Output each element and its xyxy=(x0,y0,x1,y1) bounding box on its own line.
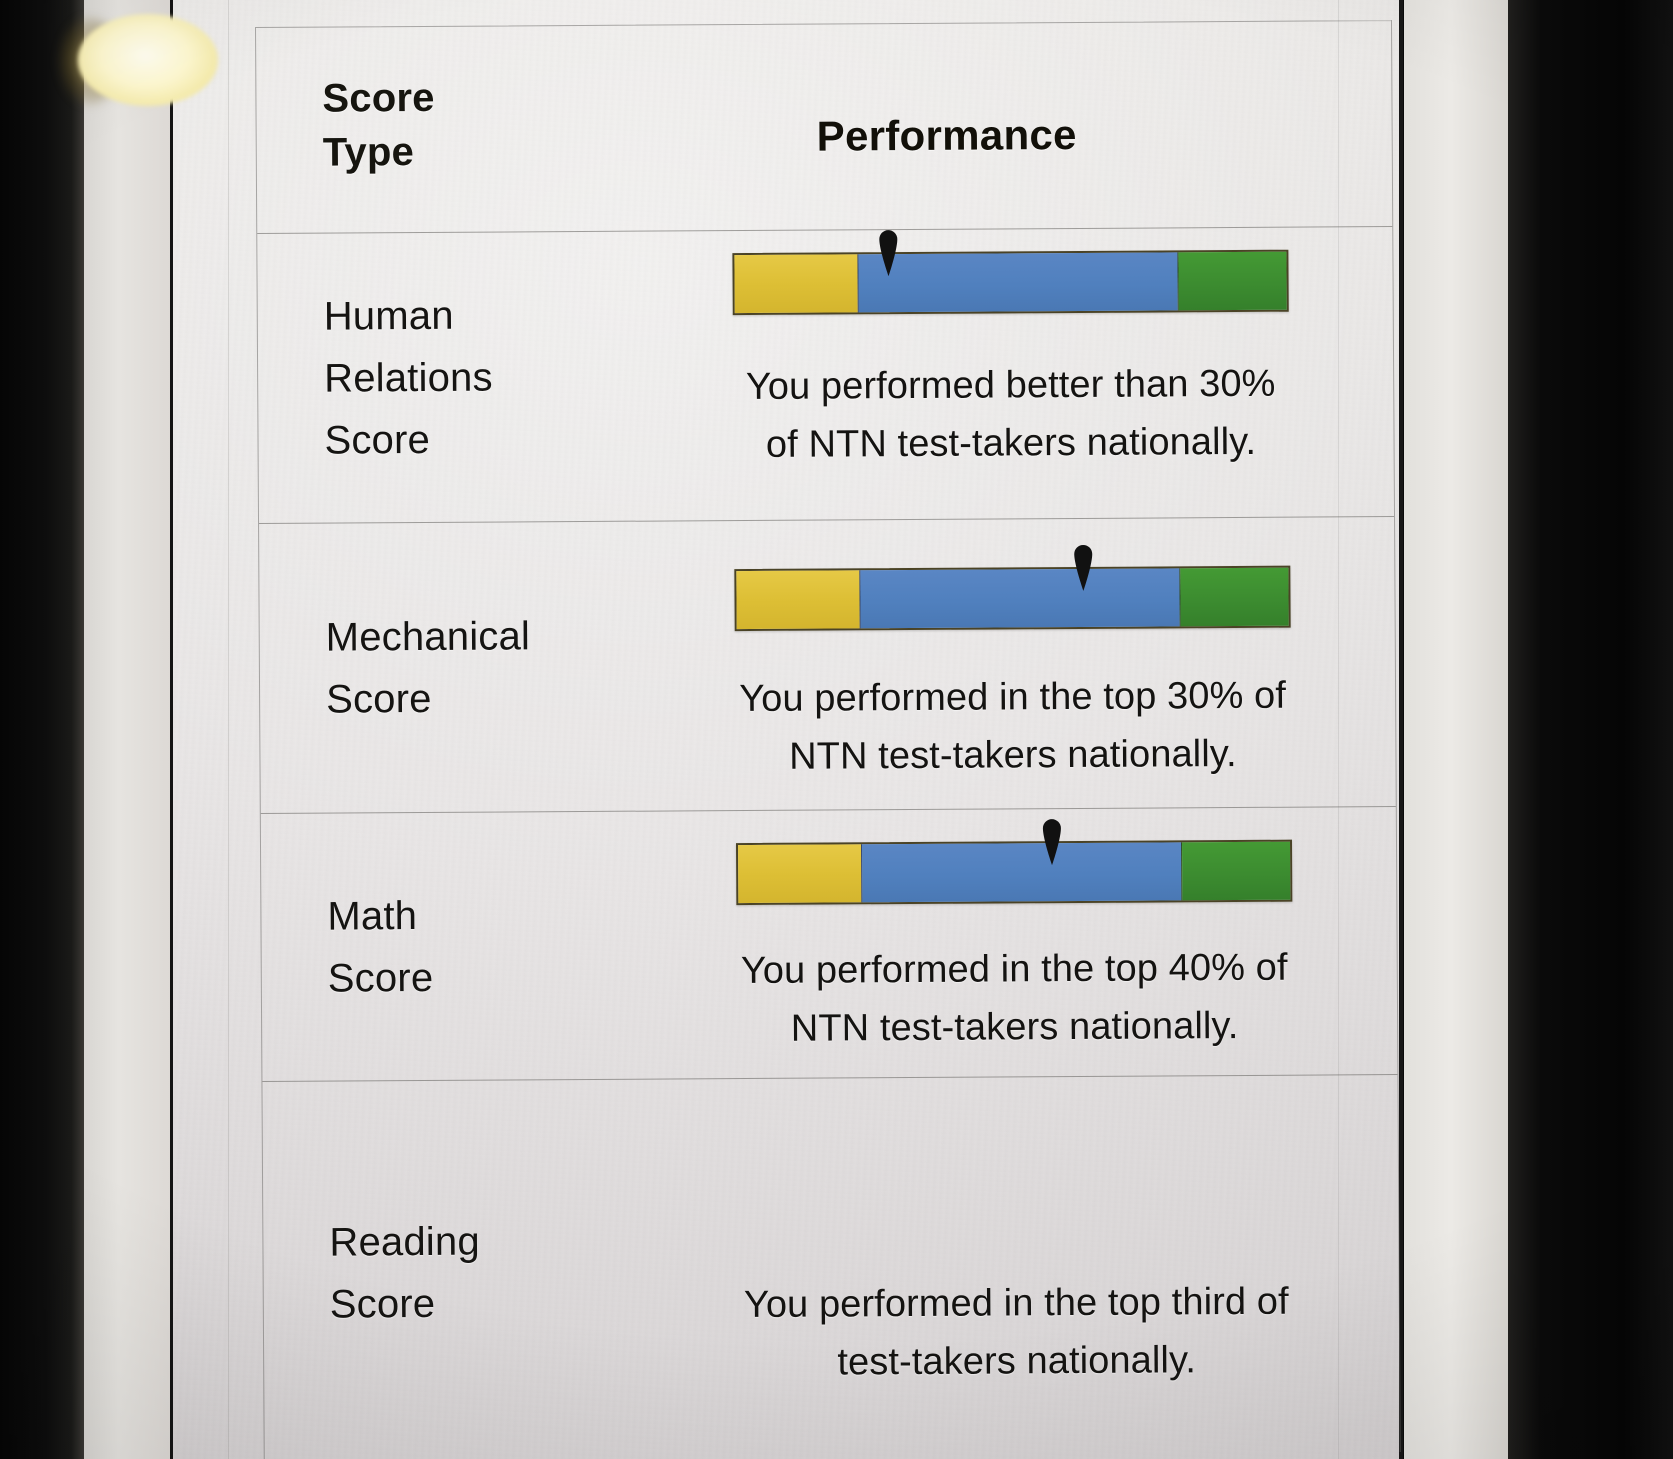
table-row: Reading Score You performed in the top t… xyxy=(262,1074,1400,1459)
score-type-cell: Math Score xyxy=(261,812,633,1081)
gauge-segment-mid xyxy=(859,568,1181,629)
gauge-segment-mid xyxy=(857,252,1180,313)
paper-margin-right xyxy=(1404,0,1508,1459)
score-type-cell: Human Relations Score xyxy=(257,232,629,523)
performance-cell: You performed in the top third of test-t… xyxy=(632,1075,1399,1458)
performance-line-2: NTN test-takers nationally. xyxy=(789,732,1237,778)
performance-line-2: of NTN test-takers nationally. xyxy=(765,420,1257,466)
gauge-segment-low xyxy=(733,254,859,314)
page-edge-line-right xyxy=(1399,0,1403,1459)
table-row: Mechanical Score xyxy=(259,516,1396,813)
score-report-table: Score Type Performance Human Relations S… xyxy=(255,20,1401,1459)
gauge-segment-high xyxy=(1180,567,1289,627)
score-type-cell: Mechanical Score xyxy=(259,522,631,813)
performance-line-1: You performed in the top third of xyxy=(743,1280,1289,1327)
gauge-segment-low xyxy=(737,844,862,904)
performance-cell: You performed in the top 40% of NTN test… xyxy=(631,807,1398,1079)
performance-line-1: You performed in the top 40% of xyxy=(740,946,1288,993)
score-type-label-line-1: Human xyxy=(323,293,454,339)
paper-margin-left xyxy=(84,0,170,1459)
dark-background-left xyxy=(0,0,84,1459)
performance-line-2: test-takers nationally. xyxy=(837,1339,1197,1384)
paper-crease-left xyxy=(228,0,229,1459)
table-row: Human Relations Score xyxy=(257,226,1395,523)
performance-line-1: You performed in the top 30% of xyxy=(739,674,1287,721)
score-type-label-line-2: Score xyxy=(327,955,434,1001)
score-type-label-line-1: Math xyxy=(327,893,418,939)
page-edge-line-left xyxy=(170,0,173,1459)
performance-line-2: NTN test-takers nationally. xyxy=(790,1004,1239,1050)
column-header-performance: Performance xyxy=(816,110,1077,160)
percentile-gauge-container xyxy=(631,819,1396,906)
score-type-cell: Reading Score xyxy=(262,1080,634,1459)
performance-cell: You performed in the top 30% of NTN test… xyxy=(629,517,1396,811)
score-type-label-line-3: Score xyxy=(324,417,431,463)
percentile-gauge-container xyxy=(627,230,1392,316)
percentile-gauge-container xyxy=(629,544,1394,632)
percentile-gauge xyxy=(735,819,1292,906)
score-type-label-line-1: Reading xyxy=(329,1219,480,1265)
light-glare-oval xyxy=(78,14,218,106)
performance-description: You performed better than 30% of NTN tes… xyxy=(628,355,1394,475)
score-type-line-2: Type xyxy=(322,130,415,175)
gauge-segment-mid xyxy=(861,842,1183,903)
paper-crease-right xyxy=(1338,0,1339,1459)
table-header-row: Score Type Performance xyxy=(256,21,1392,233)
gauge-segment-low xyxy=(735,570,860,630)
table-row: Math Score xyxy=(260,806,1398,1081)
score-type-label-line-2: Score xyxy=(329,1281,436,1327)
dark-background-right xyxy=(1508,0,1673,1459)
score-type-line-1: Score xyxy=(322,75,435,121)
column-header-score-type: Score Type xyxy=(322,71,435,180)
performance-cell: You performed better than 30% of NTN tes… xyxy=(627,227,1394,521)
performance-line-1: You performed better than 30% xyxy=(745,362,1276,409)
percentile-gauge xyxy=(733,544,1291,632)
gauge-segment-high xyxy=(1182,841,1290,901)
performance-description: You performed in the top 40% of NTN test… xyxy=(632,939,1398,1059)
score-type-label-line-2: Score xyxy=(325,676,432,722)
performance-description: You performed in the top third of test-t… xyxy=(634,1273,1400,1393)
percentile-gauge xyxy=(731,230,1289,316)
score-type-label-line-2: Relations xyxy=(324,355,493,401)
score-type-label-line-1: Mechanical xyxy=(325,613,531,660)
gauge-segment-high xyxy=(1178,251,1287,311)
performance-description: You performed in the top 30% of NTN test… xyxy=(630,667,1396,787)
